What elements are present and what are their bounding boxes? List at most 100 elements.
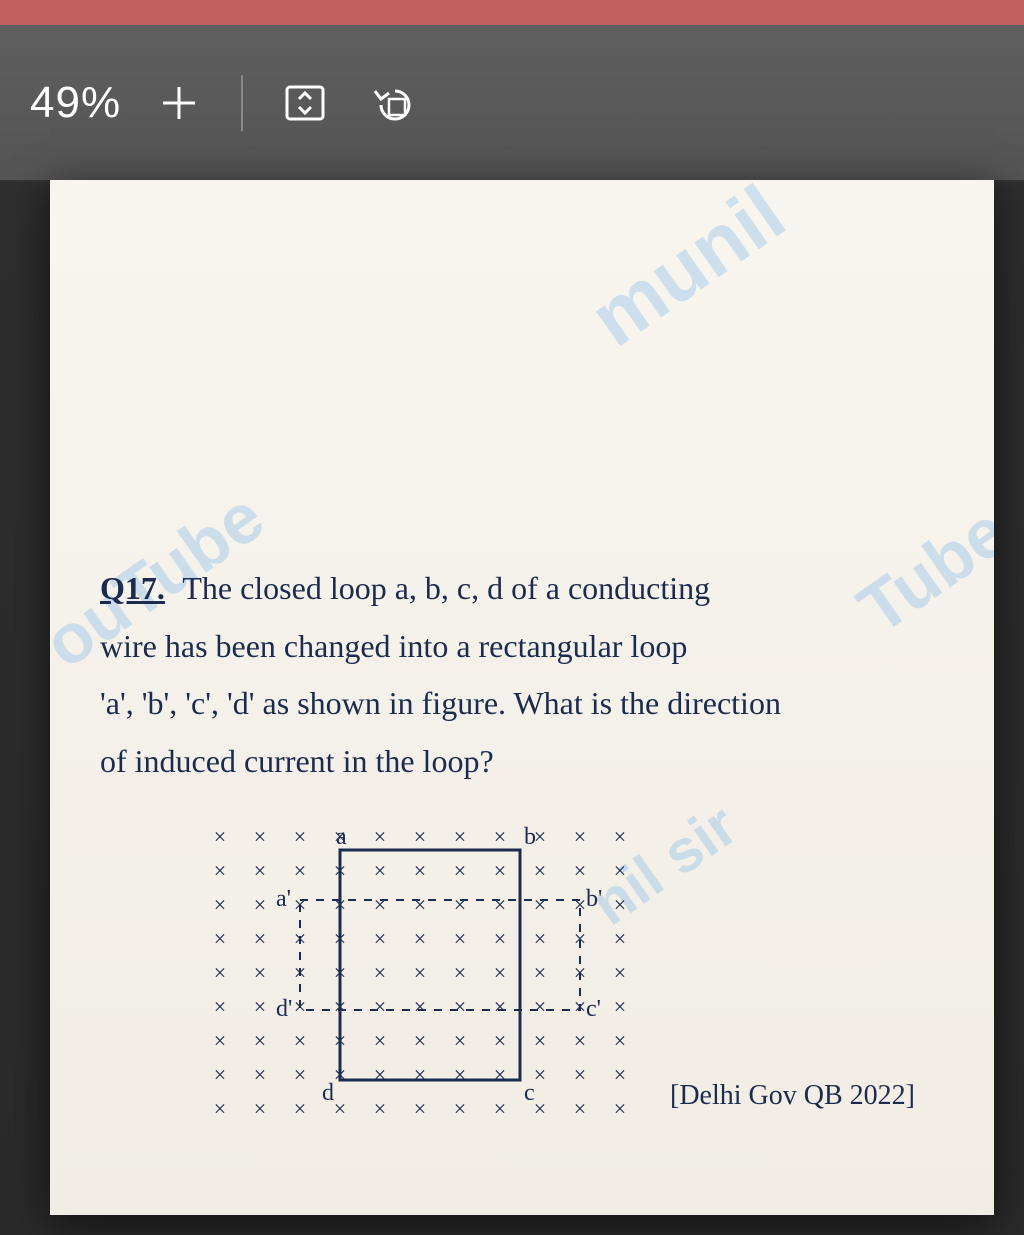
svg-text:×: × xyxy=(614,1028,626,1053)
svg-text:×: × xyxy=(414,1028,426,1053)
zoom-in-button[interactable] xyxy=(149,73,209,133)
svg-text:×: × xyxy=(414,1096,426,1121)
svg-text:×: × xyxy=(374,994,386,1019)
plus-icon xyxy=(155,79,203,127)
figure-svg: × × × × × × × × × × × × × × × × × × × × × × × × × × × × × × × × × × × × × × × ×… xyxy=(200,820,660,1140)
svg-text:×: × xyxy=(454,1028,466,1053)
svg-text:×: × xyxy=(254,1028,266,1053)
svg-text:×: × xyxy=(254,824,266,849)
svg-text:×: × xyxy=(614,858,626,883)
svg-text:×: × xyxy=(494,994,506,1019)
svg-text:×: × xyxy=(374,892,386,917)
svg-text:×: × xyxy=(574,824,586,849)
problem-line: of induced current in the loop? xyxy=(100,743,494,779)
svg-text:×: × xyxy=(414,824,426,849)
watermark-text: munil xyxy=(574,180,802,365)
toolbar: 49% xyxy=(0,25,1024,180)
svg-text:×: × xyxy=(214,1028,226,1053)
svg-text:×: × xyxy=(614,960,626,985)
svg-text:×: × xyxy=(454,1062,466,1087)
svg-text:×: × xyxy=(534,892,546,917)
svg-text:×: × xyxy=(214,960,226,985)
svg-text:×: × xyxy=(254,1062,266,1087)
svg-text:a: a xyxy=(336,824,347,850)
svg-text:×: × xyxy=(454,824,466,849)
svg-text:×: × xyxy=(374,926,386,951)
svg-text:×: × xyxy=(494,1062,506,1087)
svg-text:×: × xyxy=(414,892,426,917)
problem-text-block: Q17. The closed loop a, b, c, d of a con… xyxy=(100,560,954,790)
problem-line: wire has been changed into a rectangular… xyxy=(100,628,687,664)
svg-text:×: × xyxy=(214,824,226,849)
svg-text:×: × xyxy=(494,892,506,917)
svg-text:×: × xyxy=(454,1096,466,1121)
svg-text:×: × xyxy=(334,1096,346,1121)
svg-text:c': c' xyxy=(586,996,601,1022)
svg-text:×: × xyxy=(254,926,266,951)
svg-text:×: × xyxy=(534,926,546,951)
svg-text:×: × xyxy=(214,858,226,883)
svg-text:×: × xyxy=(494,1096,506,1121)
svg-text:×: × xyxy=(294,824,306,849)
problem-line: The closed loop a, b, c, d of a conducti… xyxy=(182,570,710,606)
svg-text:×: × xyxy=(374,960,386,985)
svg-text:×: × xyxy=(614,1096,626,1121)
svg-text:×: × xyxy=(494,858,506,883)
svg-text:×: × xyxy=(414,994,426,1019)
svg-text:×: × xyxy=(454,892,466,917)
svg-text:×: × xyxy=(534,960,546,985)
svg-text:a': a' xyxy=(276,886,291,912)
svg-text:×: × xyxy=(414,960,426,985)
pdf-viewer: 49% munil ouTube xyxy=(0,0,1024,1235)
svg-text:×: × xyxy=(254,1096,266,1121)
svg-text:×: × xyxy=(374,858,386,883)
svg-text:×: × xyxy=(414,858,426,883)
svg-text:×: × xyxy=(574,858,586,883)
svg-text:b: b xyxy=(524,824,536,850)
svg-text:×: × xyxy=(614,994,626,1019)
svg-text:×: × xyxy=(254,994,266,1019)
svg-text:×: × xyxy=(294,858,306,883)
toolbar-divider xyxy=(241,75,243,131)
problem-figure: × × × × × × × × × × × × × × × × × × × × × × × × × × × × × × × × × × × × × × × ×… xyxy=(200,820,660,1140)
svg-text:×: × xyxy=(614,1062,626,1087)
svg-text:×: × xyxy=(534,994,546,1019)
svg-text:×: × xyxy=(454,994,466,1019)
rotate-icon xyxy=(367,77,419,129)
svg-text:×: × xyxy=(574,1062,586,1087)
svg-text:b': b' xyxy=(586,886,602,912)
svg-text:c: c xyxy=(524,1080,535,1106)
svg-text:×: × xyxy=(494,926,506,951)
svg-text:×: × xyxy=(414,1062,426,1087)
svg-text:×: × xyxy=(374,1028,386,1053)
svg-text:×: × xyxy=(214,926,226,951)
svg-text:×: × xyxy=(454,926,466,951)
rotate-button[interactable] xyxy=(363,73,423,133)
problem-line: 'a', 'b', 'c', 'd' as shown in figure. W… xyxy=(100,685,781,721)
svg-text:×: × xyxy=(214,1096,226,1121)
svg-text:d': d' xyxy=(276,996,292,1022)
fit-page-icon xyxy=(279,77,331,129)
svg-text:×: × xyxy=(294,1062,306,1087)
svg-text:×: × xyxy=(494,960,506,985)
zoom-level-label: 49% xyxy=(30,78,121,128)
svg-text:×: × xyxy=(254,858,266,883)
svg-text:×: × xyxy=(214,994,226,1019)
svg-text:×: × xyxy=(254,892,266,917)
svg-text:×: × xyxy=(374,824,386,849)
svg-text:×: × xyxy=(374,1096,386,1121)
question-number: Q17. xyxy=(100,570,165,606)
svg-text:×: × xyxy=(214,892,226,917)
citation-text: [Delhi Gov QB 2022] xyxy=(670,1080,915,1112)
svg-text:×: × xyxy=(614,824,626,849)
svg-text:×: × xyxy=(254,960,266,985)
svg-text:×: × xyxy=(494,824,506,849)
svg-text:×: × xyxy=(574,1096,586,1121)
svg-text:×: × xyxy=(614,892,626,917)
window-topbar xyxy=(0,0,1024,25)
svg-text:×: × xyxy=(374,1062,386,1087)
svg-text:×: × xyxy=(534,1028,546,1053)
fit-page-button[interactable] xyxy=(275,73,335,133)
document-page: munil ouTube Tube nil sir Q17. The close… xyxy=(50,180,994,1215)
svg-text:×: × xyxy=(574,1028,586,1053)
